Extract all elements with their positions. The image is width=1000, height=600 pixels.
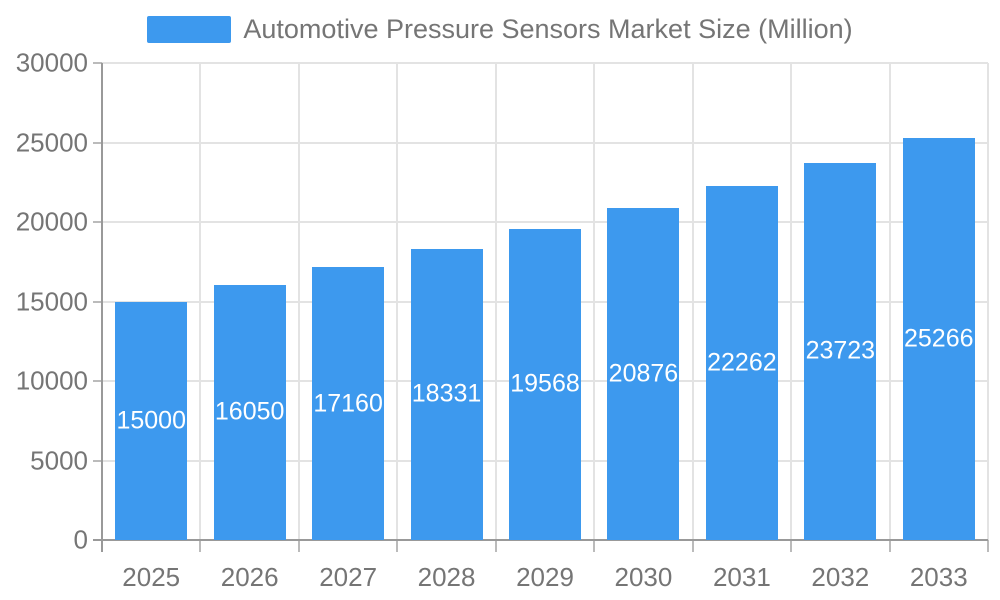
y-axis-tick-label: 30000 xyxy=(15,47,88,78)
y-axis-line xyxy=(101,63,103,552)
gridline-horizontal xyxy=(102,141,988,144)
legend: Automotive Pressure Sensors Market Size … xyxy=(0,14,1000,45)
gridline-vertical xyxy=(790,63,793,540)
gridline-vertical xyxy=(297,63,300,540)
gridline-vertical xyxy=(199,63,202,540)
x-axis-tick-label: 2026 xyxy=(220,562,279,592)
bar[interactable] xyxy=(804,162,877,540)
gridline-horizontal xyxy=(102,62,988,64)
x-axis-tick-mark xyxy=(790,540,793,552)
gridline-vertical xyxy=(494,63,497,540)
y-axis-tick-label: 5000 xyxy=(30,445,88,475)
y-axis-tick-mark xyxy=(93,221,102,223)
x-axis-tick-label: 2031 xyxy=(712,562,771,592)
x-axis-tick-label: 2028 xyxy=(417,562,476,592)
y-axis-tick-mark xyxy=(93,380,102,382)
bar[interactable] xyxy=(213,284,286,540)
x-axis-tick-label: 2033 xyxy=(909,562,968,592)
x-axis-tick-mark xyxy=(297,540,300,552)
x-axis-tick-mark xyxy=(396,540,399,552)
y-axis-tick-label: 15000 xyxy=(15,286,88,316)
x-axis-tick-mark xyxy=(593,540,596,552)
bar[interactable] xyxy=(902,138,975,540)
bar[interactable] xyxy=(607,208,680,540)
x-axis-tick-label: 2025 xyxy=(122,562,181,592)
y-axis-tick-label: 10000 xyxy=(15,365,88,396)
x-axis-tick-mark xyxy=(199,540,202,552)
y-axis-tick-label: 25000 xyxy=(15,127,88,157)
gridline-vertical xyxy=(691,63,694,540)
y-axis-tick-mark xyxy=(93,459,102,462)
gridline-vertical xyxy=(396,63,399,540)
y-axis-tick-mark xyxy=(93,300,102,303)
y-axis-tick-mark xyxy=(93,62,102,64)
y-axis-tick-mark xyxy=(93,141,102,144)
x-axis-tick-label: 2029 xyxy=(516,562,574,592)
bar[interactable] xyxy=(705,186,778,540)
x-axis-tick-label: 2030 xyxy=(614,562,673,592)
bar[interactable] xyxy=(312,267,385,540)
legend-label: Automotive Pressure Sensors Market Size … xyxy=(243,14,853,44)
bar[interactable] xyxy=(509,228,581,540)
gridline-vertical xyxy=(593,63,596,540)
x-axis-tick-mark xyxy=(888,540,891,552)
y-axis-tick-label: 20000 xyxy=(15,206,88,237)
y-axis-tick-label: 0 xyxy=(73,524,88,555)
x-axis-tick-mark xyxy=(494,540,497,552)
x-axis-line xyxy=(93,539,988,541)
bar[interactable] xyxy=(410,248,483,540)
x-axis-tick-mark xyxy=(691,540,694,552)
x-axis-tick-label: 2027 xyxy=(319,562,378,592)
x-axis-tick-label: 2032 xyxy=(811,562,870,592)
gridline-vertical xyxy=(987,63,989,540)
gridline-vertical xyxy=(888,63,891,540)
bar[interactable] xyxy=(115,301,188,540)
x-axis-tick-mark xyxy=(987,540,989,552)
legend-swatch xyxy=(147,16,232,43)
legend-item[interactable]: Automotive Pressure Sensors Market Size … xyxy=(147,14,853,45)
